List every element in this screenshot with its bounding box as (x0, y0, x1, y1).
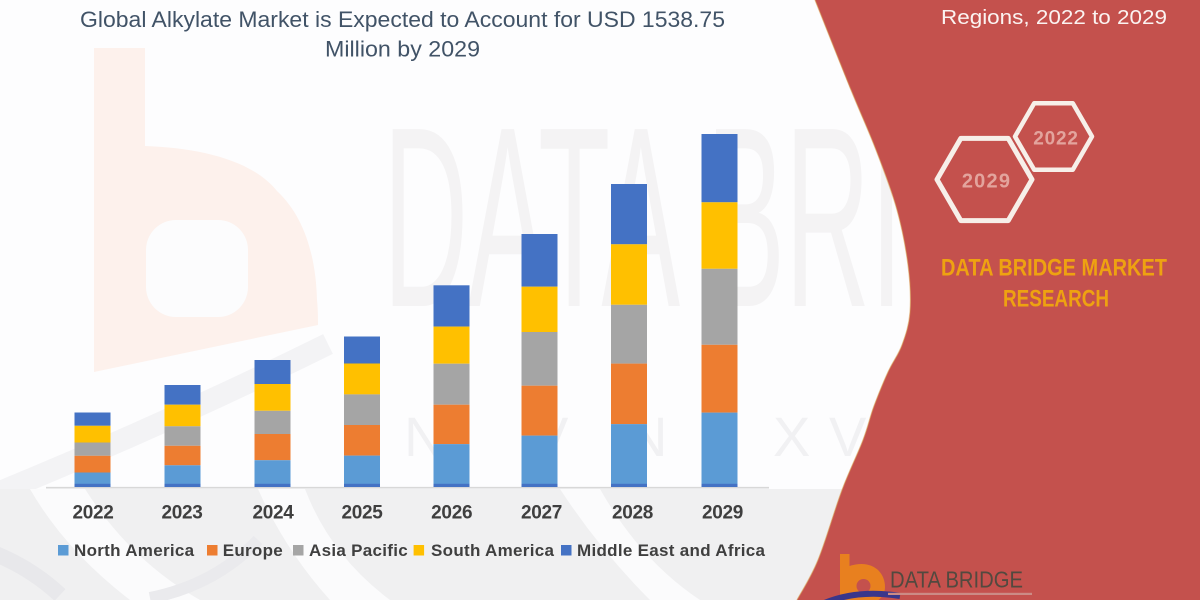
svg-text:Regions, 2022 to 2029: Regions, 2022 to 2029 (941, 6, 1167, 29)
svg-text:Million by 2029: Million by 2029 (325, 37, 480, 62)
svg-text:DATA BRIDGE MARKET: DATA BRIDGE MARKET (941, 255, 1167, 282)
svg-text:2022: 2022 (72, 503, 113, 524)
svg-text:North America: North America (74, 541, 195, 560)
svg-text:Global Alkylate Market is Expe: Global Alkylate Market is Expected to Ac… (80, 7, 725, 32)
svg-text:2022: 2022 (1033, 129, 1078, 150)
svg-text:RESEARCH: RESEARCH (1003, 286, 1109, 313)
svg-text:2024: 2024 (252, 503, 294, 524)
svg-text:2029: 2029 (962, 171, 1011, 193)
svg-text:2026: 2026 (431, 503, 472, 524)
svg-text:2025: 2025 (341, 503, 383, 524)
svg-text:2029: 2029 (702, 503, 743, 524)
svg-text:Europe: Europe (223, 541, 283, 560)
svg-text:X: X (773, 405, 810, 468)
svg-text:DATA BRIDGE: DATA BRIDGE (890, 567, 1023, 593)
svg-text:2028: 2028 (612, 503, 653, 524)
svg-text:2023: 2023 (161, 503, 202, 524)
svg-text:2027: 2027 (521, 503, 562, 524)
svg-text:Asia Pacific: Asia Pacific (309, 541, 408, 560)
svg-text:Middle East and Africa: Middle East and Africa (577, 541, 766, 560)
svg-text:South America: South America (431, 541, 554, 560)
